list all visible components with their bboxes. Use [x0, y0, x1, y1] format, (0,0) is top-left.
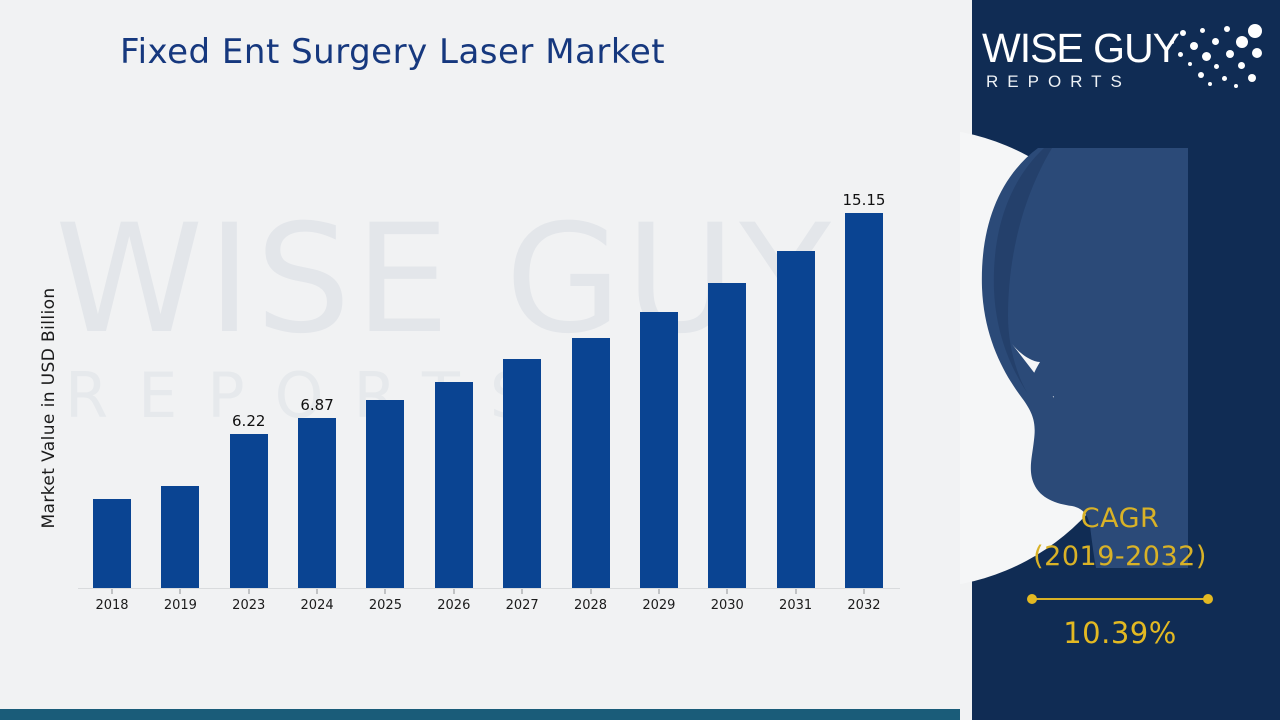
chart-panel: WISE GUY REPORTS Fixed Ent Surgery Laser…	[0, 32, 962, 720]
x-axis-tick-labels: 2018 2019 2023 2024 2025 2026 2027 2028 2029 2030…	[78, 589, 898, 619]
x-axis-tick: 2019	[146, 589, 214, 619]
x-axis-tick-label: 2031	[779, 598, 813, 613]
chart-title: Fixed Ent Surgery Laser Market	[120, 32, 666, 72]
x-axis-tick-label: 2024	[300, 598, 334, 613]
cagr-value: 10.39%	[1063, 616, 1177, 650]
bar-value-label: 6.22	[232, 412, 266, 430]
bar-group: 6.22	[215, 180, 283, 588]
bar	[776, 251, 815, 588]
x-axis-tick: 2026	[420, 589, 488, 619]
bar	[298, 418, 337, 588]
logo-wordmark: WISE GUY	[982, 25, 1180, 71]
tick-mark	[248, 589, 250, 594]
bar	[708, 283, 747, 588]
tick-mark	[863, 589, 865, 594]
bar	[639, 312, 678, 588]
x-axis-tick-label: 2018	[95, 598, 129, 613]
bar-group	[557, 180, 625, 588]
bar-group	[693, 180, 761, 588]
bar	[844, 213, 883, 588]
bar	[366, 400, 405, 588]
x-axis-tick: 2032	[830, 589, 898, 619]
bar-value-label: 15.15	[842, 191, 886, 209]
tick-mark	[384, 589, 386, 594]
x-axis-tick-label: 2023	[232, 598, 266, 613]
bar-group	[762, 180, 830, 588]
bar-group: 6.87	[283, 180, 351, 588]
x-axis-tick-label: 2026	[437, 598, 471, 613]
x-axis-tick-label: 2025	[368, 598, 402, 613]
x-axis-tick-label: 2019	[163, 598, 197, 613]
divider-line	[1033, 598, 1207, 600]
cagr-years: (2019-2032)	[1033, 541, 1207, 572]
bar-group	[146, 180, 214, 588]
x-axis-tick: 2031	[762, 589, 830, 619]
cagr-divider	[1027, 594, 1213, 604]
x-axis-tick: 2027	[488, 589, 556, 619]
bar-group	[488, 180, 556, 588]
divider-dot-left-icon	[1027, 594, 1037, 604]
bar-group	[78, 180, 146, 588]
divider-dot-right-icon	[1203, 594, 1213, 604]
x-axis-tick: 2028	[557, 589, 625, 619]
x-axis-tick-label: 2030	[710, 598, 744, 613]
x-axis-tick-label: 2032	[847, 598, 881, 613]
bar-group: 15.15	[830, 180, 898, 588]
bottom-accent-strip	[0, 709, 962, 720]
tick-mark	[726, 589, 728, 594]
tick-mark	[795, 589, 797, 594]
bar-group	[625, 180, 693, 588]
brand-panel: WISE GUY REPORTS	[960, 0, 1280, 720]
x-axis-tick-label: 2029	[642, 598, 676, 613]
logo-dot-cluster-icon	[1168, 22, 1264, 98]
x-axis-tick: 2025	[351, 589, 419, 619]
tick-mark	[453, 589, 455, 594]
bar	[571, 338, 610, 588]
logo-subtext: REPORTS	[986, 72, 1131, 91]
tick-mark	[111, 589, 113, 594]
y-axis-label: Market Value in USD Billion	[39, 287, 59, 529]
tick-mark	[179, 589, 181, 594]
tick-mark	[658, 589, 660, 594]
x-axis-tick-label: 2028	[573, 598, 608, 613]
x-axis-tick: 2029	[625, 589, 693, 619]
tick-mark	[521, 589, 523, 594]
plot-area: 6.22 6.87 15.15	[78, 180, 898, 588]
bar	[161, 486, 200, 588]
tick-mark	[590, 589, 592, 594]
bar	[503, 359, 542, 588]
bar	[93, 499, 131, 588]
bar-group	[420, 180, 488, 588]
x-axis-line	[78, 588, 900, 589]
x-axis-tick-label: 2027	[505, 598, 539, 613]
head-silhouette-icon	[981, 148, 1188, 568]
bar	[229, 434, 268, 588]
x-axis-tick: 2030	[693, 589, 761, 619]
bar-value-label: 6.87	[300, 396, 334, 414]
x-axis-tick: 2023	[215, 589, 283, 619]
x-axis-tick: 2018	[78, 589, 146, 619]
cagr-title: CAGR	[1080, 503, 1160, 534]
tick-mark	[316, 589, 318, 594]
bar-series: 6.22 6.87 15.15	[78, 180, 898, 588]
bar-group	[351, 180, 419, 588]
cagr-block: CAGR (2019-2032) 10.39%	[960, 500, 1280, 650]
wiseguy-logo: WISE GUY REPORTS	[982, 24, 1262, 110]
bar	[434, 382, 473, 588]
x-axis-tick: 2024	[283, 589, 351, 619]
